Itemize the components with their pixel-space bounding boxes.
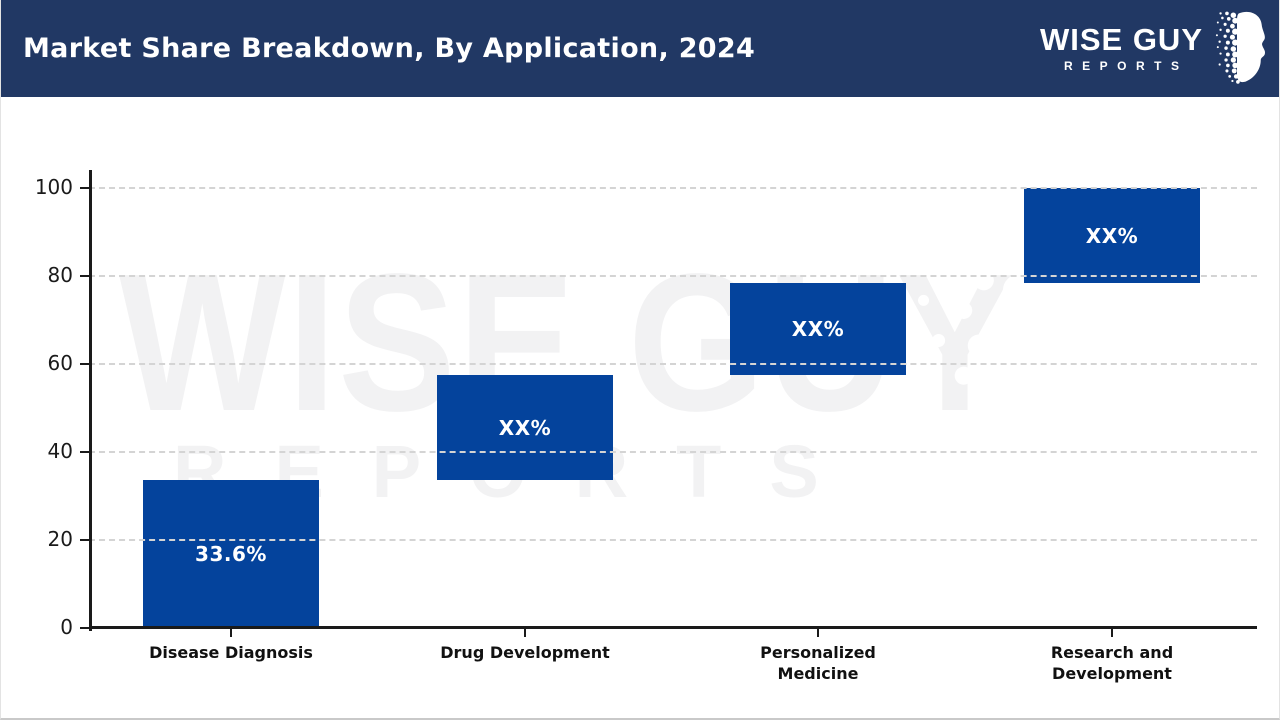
gridline-100 (89, 187, 1257, 189)
x-label-drug-development: Drug Development (440, 643, 610, 662)
dotted-face-profile-icon (1215, 11, 1266, 84)
header-bar: Market Share Breakdown, By Application, … (1, 0, 1279, 97)
bar-personalized-medicine: XX% (730, 283, 906, 375)
y-tick-80 (80, 275, 89, 277)
y-tick-label-100: 100 (34, 175, 73, 199)
x-tick-disease-diagnosis (230, 629, 232, 637)
chart-area: WISE GUY REPORTS 02040608010033.6%Diseas… (1, 97, 1279, 718)
x-label-research-and-development: Research and Development (1050, 643, 1174, 683)
y-tick-label-40: 40 (47, 439, 73, 463)
bar-disease-diagnosis: 33.6% (143, 480, 319, 628)
y-axis-line (89, 170, 92, 631)
y-tick-label-80: 80 (47, 263, 73, 287)
brand-logo-text: WISE GUY REPORTS (1040, 24, 1203, 73)
y-tick-20 (80, 539, 89, 541)
x-axis-line (89, 626, 1257, 629)
bar-value-label-research-and-development: XX% (1085, 223, 1139, 248)
x-tick-research-and-development (1111, 629, 1113, 637)
brand-logo: WISE GUY REPORTS (1040, 7, 1279, 91)
brand-subtitle: REPORTS (1063, 59, 1189, 73)
bar-drug-development: XX% (437, 375, 613, 481)
y-tick-40 (80, 451, 89, 453)
gridline-60 (89, 363, 1257, 365)
x-label-disease-diagnosis: Disease Diagnosis (149, 643, 313, 662)
bar-value-label-personalized-medicine: XX% (791, 317, 845, 341)
y-tick-label-60: 60 (47, 351, 73, 375)
y-tick-label-0: 0 (60, 615, 73, 639)
y-tick-0 (80, 627, 89, 629)
page-title: Market Share Breakdown, By Application, … (23, 33, 756, 64)
y-tick-60 (80, 363, 89, 365)
brand-name: WISE GUY (1039, 22, 1203, 57)
gridline-80 (89, 275, 1257, 277)
bar-research-and-development: XX% (1024, 188, 1200, 284)
x-label-personalized-medicine: Personalized Medicine (760, 643, 876, 683)
gridline-40 (89, 451, 1257, 453)
x-tick-drug-development (524, 629, 526, 637)
x-tick-personalized-medicine (817, 629, 819, 637)
bar-value-label-disease-diagnosis: 33.6% (195, 542, 267, 567)
y-tick-label-20: 20 (47, 527, 73, 551)
gridline-20 (89, 539, 1257, 541)
y-tick-100 (80, 187, 89, 189)
bar-value-label-drug-development: XX% (498, 415, 552, 440)
